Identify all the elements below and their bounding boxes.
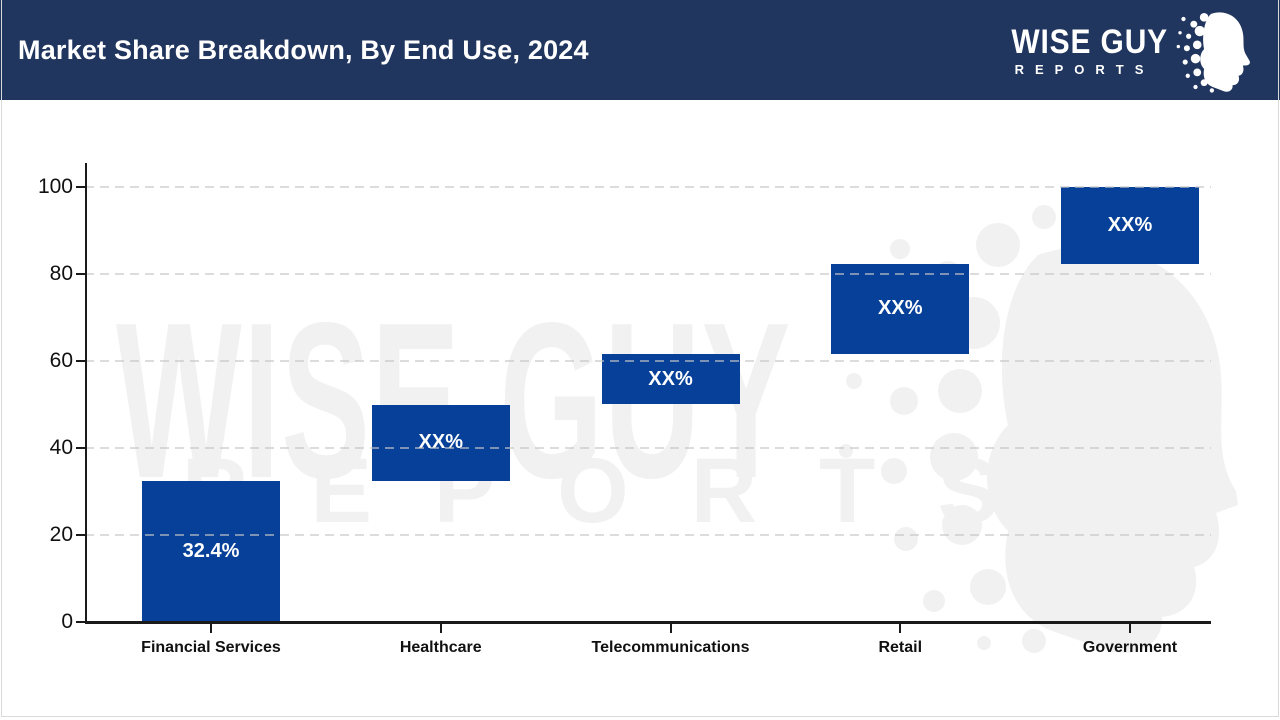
x-category-label-2: Telecommunications (591, 639, 750, 656)
x-category-label-4: Government (1082, 639, 1178, 656)
y-tick-label-100: 100 (37, 175, 73, 198)
x-tick-mark-0 (210, 624, 212, 633)
bar-government: XX% (1061, 187, 1199, 264)
gridline-40 (85, 447, 1211, 449)
bar-value-label: XX% (878, 297, 923, 320)
bar-telecommunications: XX% (601, 354, 740, 405)
bar-financial-services: 32.4% (142, 481, 280, 622)
page-title: Market Share Breakdown, By End Use, 2024 (18, 34, 589, 65)
x-tick-mark-4 (1129, 624, 1131, 633)
header: Market Share Breakdown, By End Use, 2024… (0, 0, 1280, 100)
x-category-label-1: Healthcare (399, 639, 482, 656)
y-tick-label-60: 60 (49, 349, 73, 372)
y-tick-mark-0 (76, 621, 85, 623)
y-tick-label-40: 40 (49, 436, 73, 459)
brand-logo: WISE GUY REPORTS (990, 7, 1252, 93)
bar-value-label: XX% (418, 431, 463, 454)
x-tick-mark-3 (899, 624, 902, 633)
logo-face-icon (1176, 12, 1250, 93)
chart-area: WISE GUY REPORTS 0 20 40 60 80 100 32.4% Financ… (0, 100, 1280, 717)
y-tick-mark-40 (76, 447, 85, 449)
bar-healthcare: XX% (371, 404, 510, 482)
gridline-80 (85, 273, 1211, 275)
y-axis (85, 163, 87, 624)
y-tick-mark-20 (76, 534, 85, 536)
x-tick-mark-2 (669, 624, 672, 633)
y-tick-mark-80 (76, 273, 85, 275)
x-category-label-3: Retail (878, 639, 923, 656)
y-tick-label-0: 0 (61, 610, 73, 633)
x-tick-mark-1 (439, 624, 442, 633)
bar-retail: XX% (831, 263, 970, 355)
x-category-label-0: Financial Services (141, 639, 281, 656)
gridline-100 (85, 186, 1211, 188)
logo-wordmark-main: WISE GUY (1011, 22, 1168, 61)
y-tick-label-80: 80 (49, 262, 73, 285)
gridline-60 (85, 360, 1211, 362)
bar-value-label: XX% (1107, 213, 1153, 236)
plot: 0 20 40 60 80 100 32.4% Financial Services XX% He… (0, 100, 1280, 717)
gridline-20 (85, 534, 1211, 536)
x-axis (85, 621, 1211, 624)
logo-wordmark-sub: REPORTS (1014, 61, 1155, 77)
logo-wordmark: WISE GUY REPORTS (990, 25, 1168, 76)
y-tick-mark-60 (76, 360, 85, 362)
y-tick-mark-100 (76, 186, 85, 188)
y-tick-label-20: 20 (49, 523, 73, 546)
bar-value-label: XX% (648, 367, 693, 390)
bar-value-label: 32.4% (182, 540, 240, 563)
